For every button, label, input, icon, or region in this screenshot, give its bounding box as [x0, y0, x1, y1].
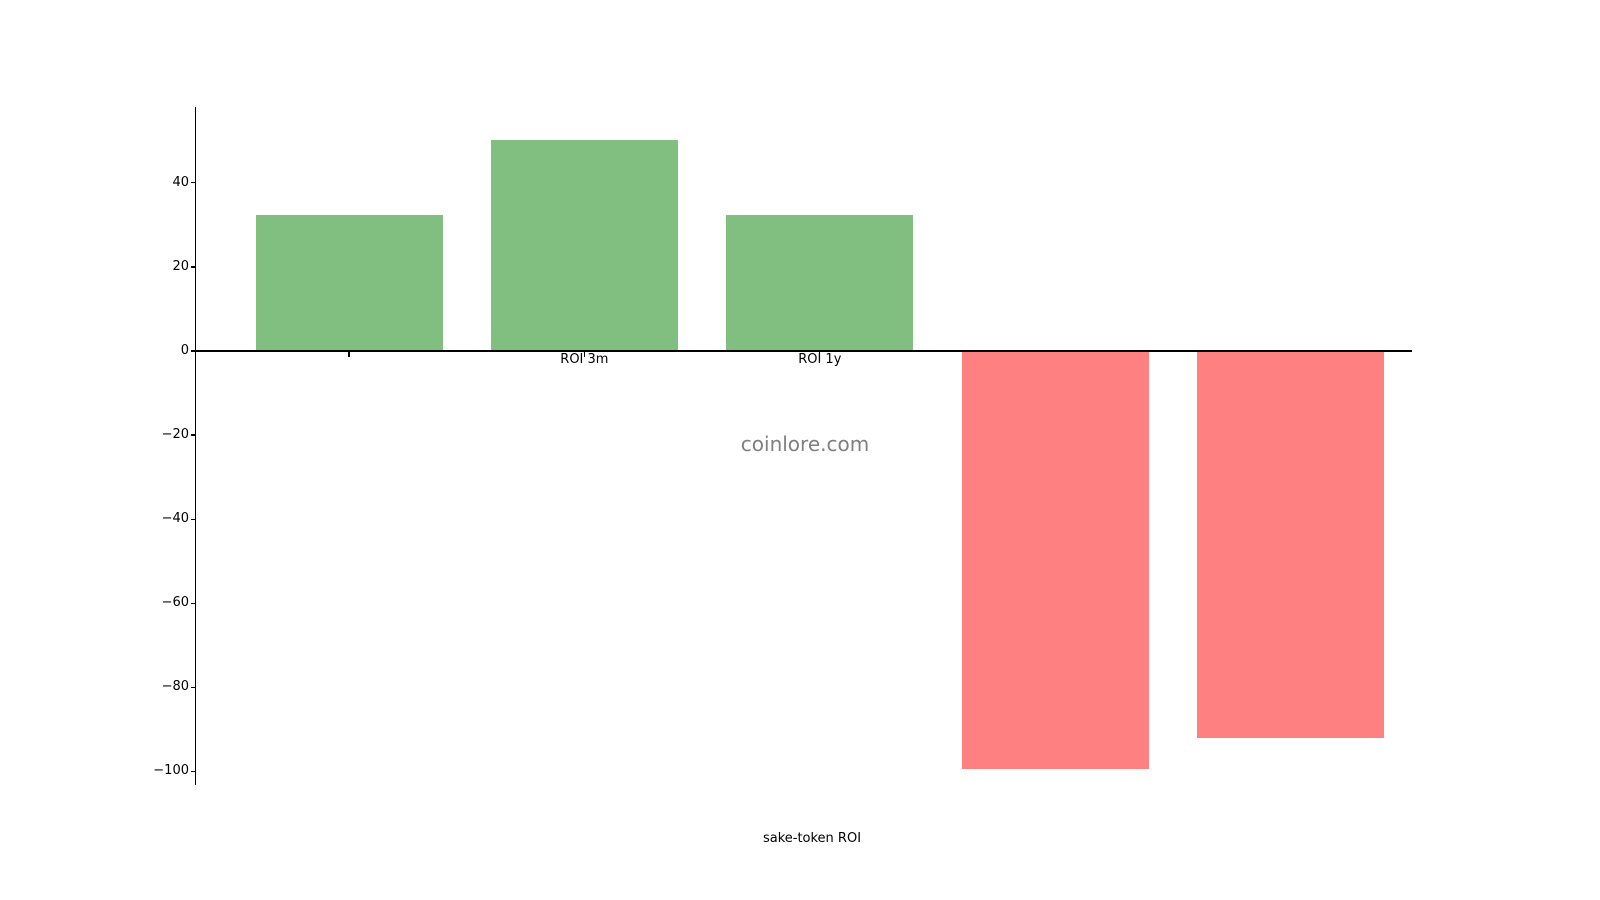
roi-bar	[490, 139, 678, 351]
x-tick-label: ROI 1y	[798, 352, 842, 367]
x-tick-label: ROI 3m	[560, 352, 609, 367]
y-axis-line	[195, 107, 197, 785]
y-tick	[191, 518, 196, 520]
roi-bar	[255, 214, 443, 351]
x-axis-title: sake-token ROI	[762, 831, 862, 846]
y-tick-label: 20	[172, 258, 189, 274]
watermark-text: coinlore.com	[740, 432, 870, 456]
y-tick	[191, 350, 196, 352]
x-tick	[819, 351, 821, 357]
y-tick	[191, 770, 196, 773]
roi-bar	[961, 351, 1149, 769]
y-tick-label: 0	[180, 343, 189, 358]
x-tick	[583, 351, 586, 357]
x-axis-zero-line	[196, 350, 1412, 352]
y-tick	[191, 602, 196, 604]
y-tick	[191, 686, 196, 688]
y-tick	[191, 434, 196, 436]
roi-bar	[1197, 351, 1385, 739]
y-tick	[191, 182, 196, 184]
x-tick	[348, 351, 350, 357]
y-tick-label: −20	[161, 427, 189, 443]
roi-bar	[726, 214, 914, 351]
y-tick-label: −100	[153, 763, 189, 779]
y-tick	[191, 266, 196, 268]
y-tick-label: −80	[161, 679, 189, 695]
y-tick-label: −60	[161, 595, 189, 611]
y-tick-label: 40	[172, 174, 189, 190]
y-tick-label: −40	[161, 511, 189, 527]
